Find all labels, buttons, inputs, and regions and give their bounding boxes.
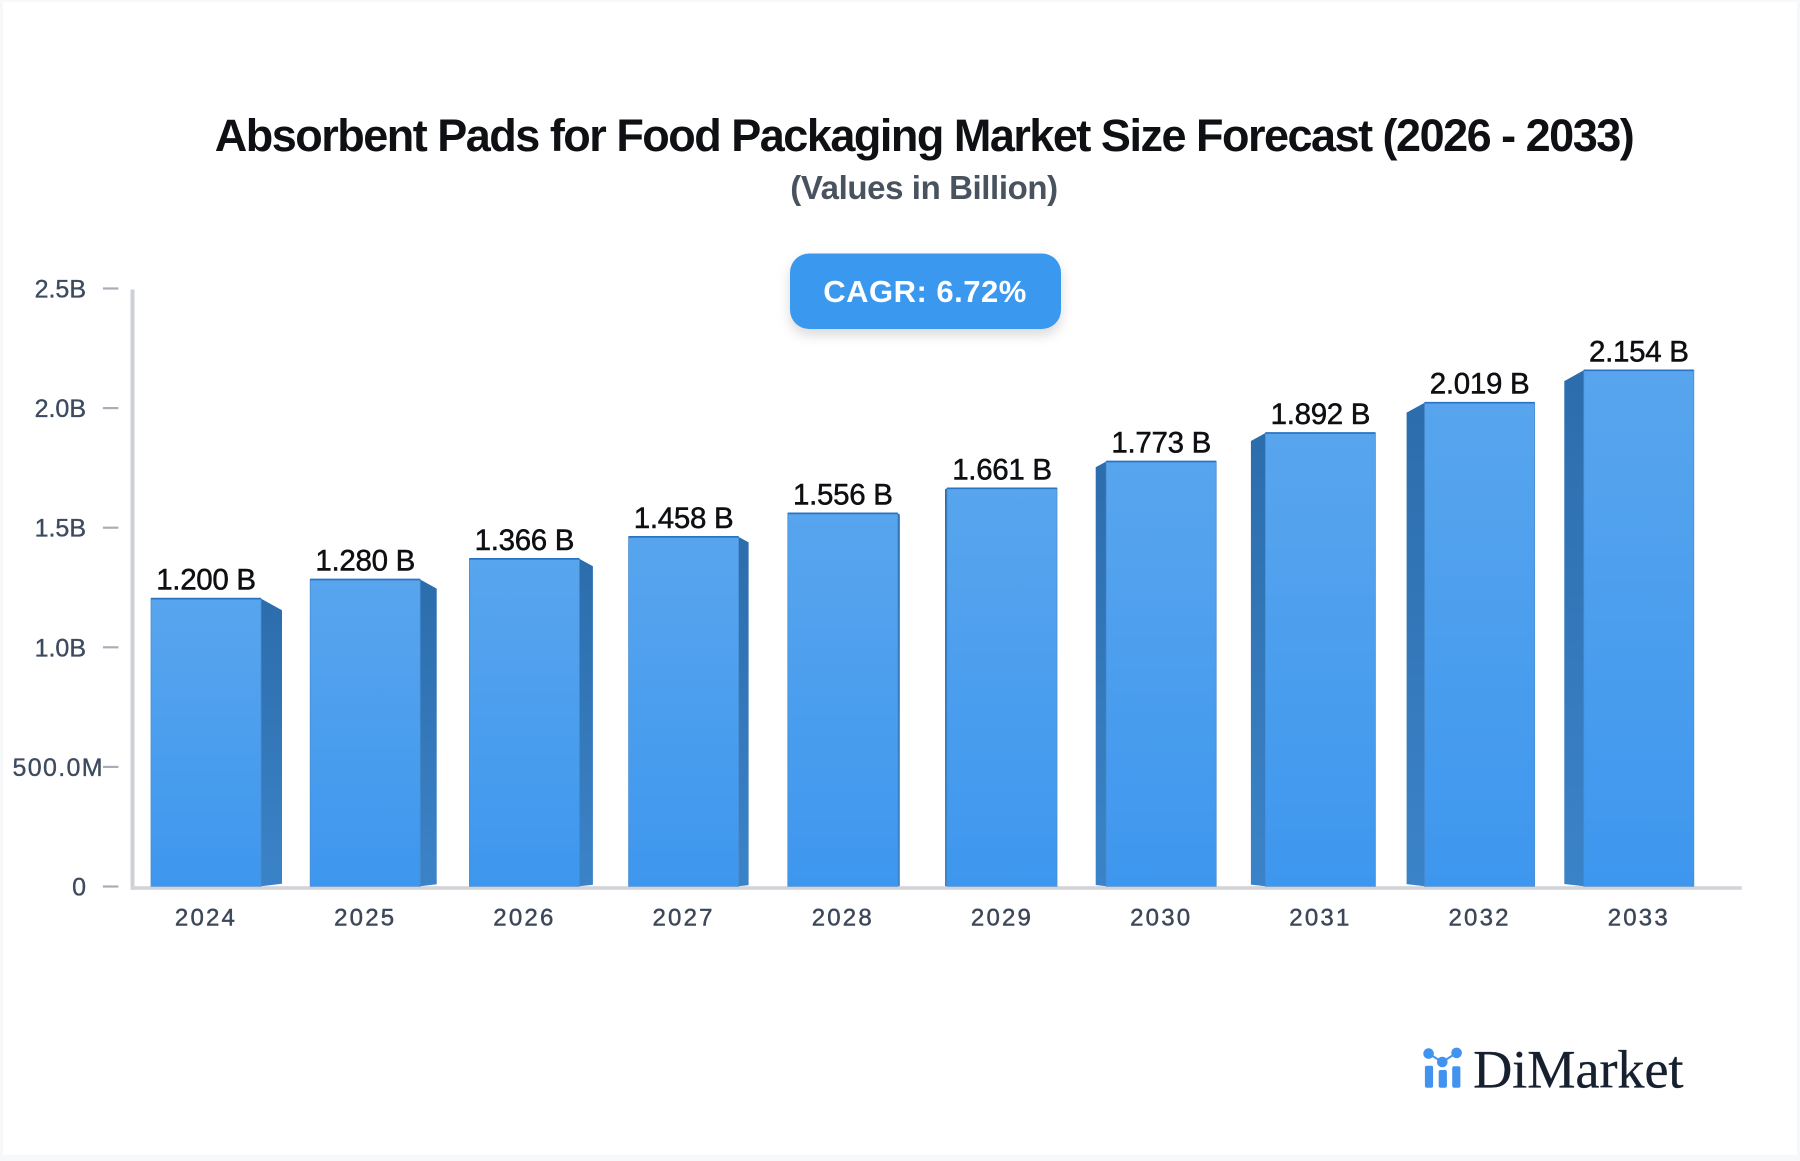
svg-text:2031: 2031 [1289, 905, 1351, 932]
svg-text:2030: 2030 [1130, 905, 1192, 932]
svg-text:2026: 2026 [493, 905, 555, 932]
svg-text:1.773 B: 1.773 B [1111, 427, 1211, 460]
svg-text:2.019 B: 2.019 B [1430, 368, 1530, 401]
svg-text:1.458 B: 1.458 B [634, 502, 734, 535]
svg-text:2033: 2033 [1608, 905, 1670, 932]
svg-text:2.154 B: 2.154 B [1589, 335, 1689, 368]
svg-text:1.5B: 1.5B [35, 515, 86, 543]
svg-text:2024: 2024 [175, 905, 237, 932]
svg-text:1.280 B: 1.280 B [315, 545, 415, 578]
svg-text:2028: 2028 [812, 905, 874, 932]
svg-text:1.556 B: 1.556 B [793, 478, 893, 511]
svg-text:2025: 2025 [334, 905, 396, 932]
svg-text:(Values in Billion): (Values in Billion) [790, 169, 1057, 206]
svg-text:1.0B: 1.0B [35, 634, 86, 662]
svg-text:DiMarket: DiMarket [1473, 1039, 1683, 1100]
svg-text:2.0B: 2.0B [35, 395, 86, 423]
svg-text:0: 0 [72, 874, 86, 902]
svg-text:1.200 B: 1.200 B [156, 564, 256, 597]
svg-text:2032: 2032 [1448, 905, 1510, 932]
svg-text:Absorbent Pads for Food Packag: Absorbent Pads for Food Packaging Market… [215, 110, 1633, 161]
svg-text:2.5B: 2.5B [35, 276, 86, 304]
svg-text:CAGR: 6.72%: CAGR: 6.72% [823, 274, 1027, 309]
svg-text:1.661 B: 1.661 B [952, 453, 1052, 486]
svg-text:1.892 B: 1.892 B [1271, 398, 1371, 431]
svg-text:2029: 2029 [971, 905, 1033, 932]
svg-text:500.0M: 500.0M [13, 754, 105, 782]
svg-text:2027: 2027 [652, 905, 714, 932]
svg-text:1.366 B: 1.366 B [475, 524, 575, 557]
